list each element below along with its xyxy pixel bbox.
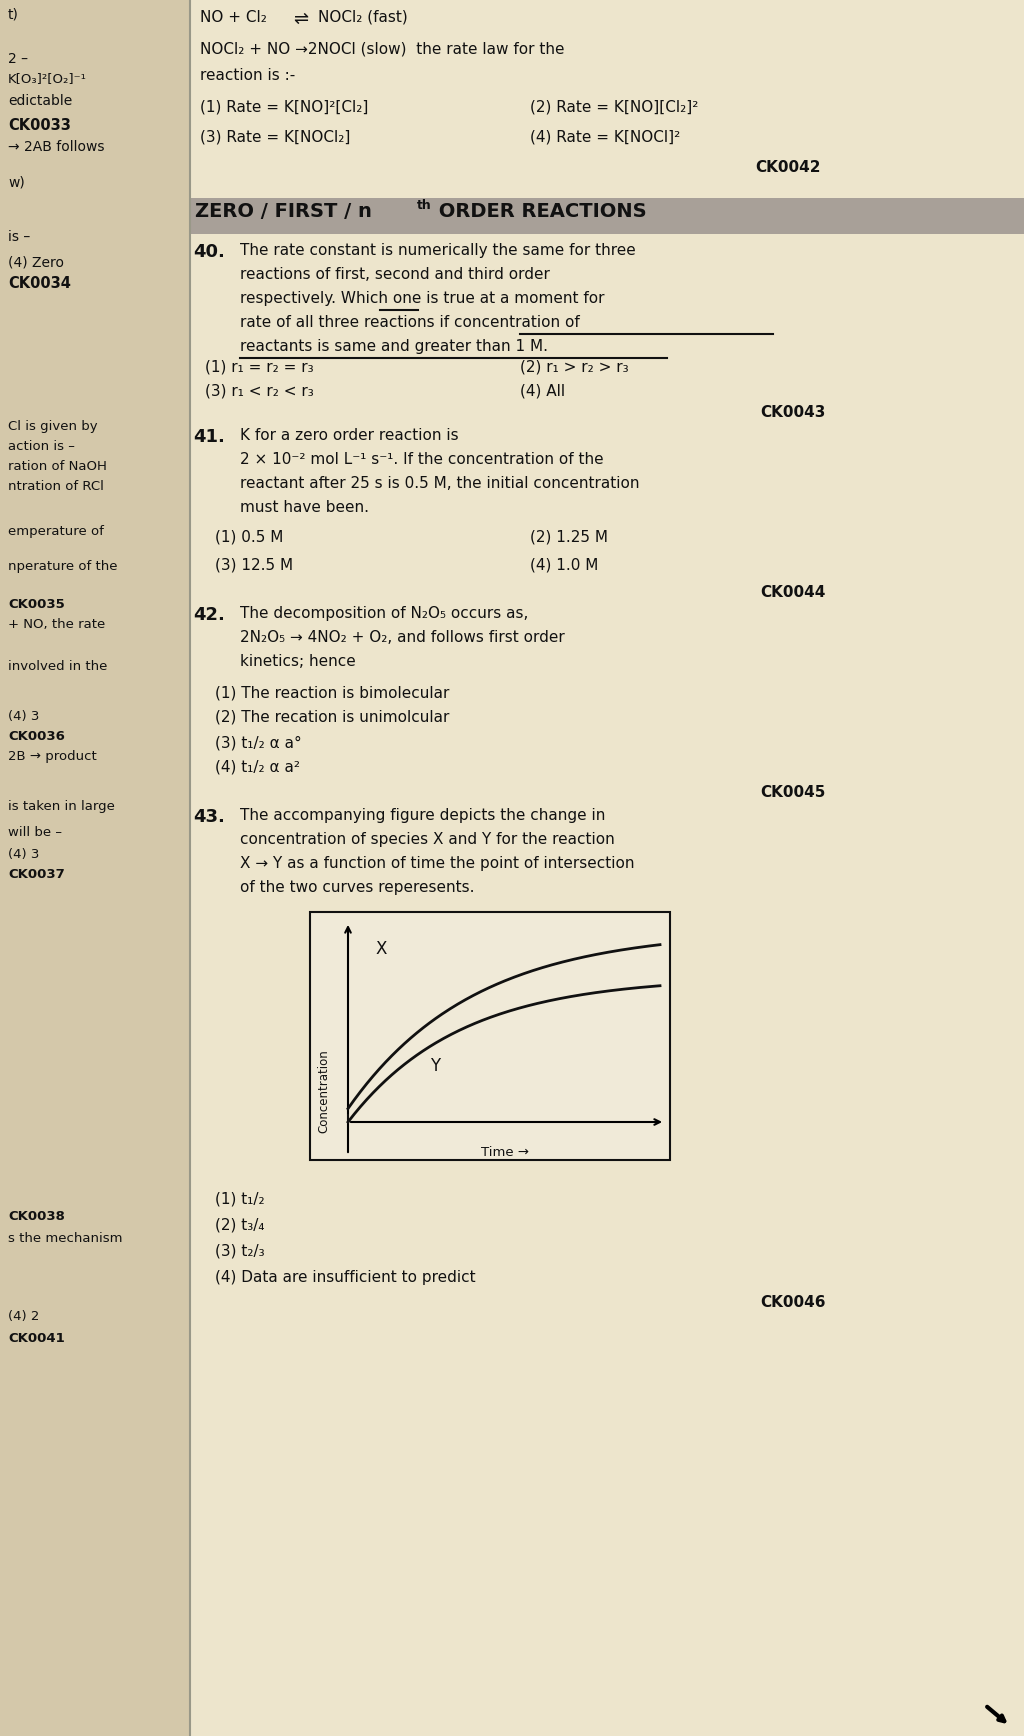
Text: (3) t₂/₃: (3) t₂/₃	[215, 1245, 264, 1259]
Text: (4) Rate = K[NOCl]²: (4) Rate = K[NOCl]²	[530, 130, 680, 146]
Text: nperature of the: nperature of the	[8, 561, 118, 573]
Bar	[190, 0, 1024, 1736]
Text: (3) Rate = K[NOCl₂]: (3) Rate = K[NOCl₂]	[200, 130, 350, 146]
Text: The accompanying figure depicts the change in: The accompanying figure depicts the chan…	[240, 807, 605, 823]
Text: CK0038: CK0038	[8, 1210, 65, 1222]
Text: CK0033: CK0033	[8, 118, 71, 134]
Text: 2N₂O₅ → 4NO₂ + O₂, and follows first order: 2N₂O₅ → 4NO₂ + O₂, and follows first ord…	[240, 630, 565, 646]
Text: 2 –: 2 –	[8, 52, 28, 66]
Text: (1) 0.5 M: (1) 0.5 M	[215, 529, 284, 545]
Text: t): t)	[8, 9, 18, 23]
Text: CK0037: CK0037	[8, 868, 65, 880]
Text: (3) r₁ < r₂ < r₃: (3) r₁ < r₂ < r₃	[205, 384, 313, 399]
Text: 40.: 40.	[193, 243, 225, 260]
Text: CK0042: CK0042	[755, 160, 820, 175]
Text: K[O₃]²[O₂]⁻¹: K[O₃]²[O₂]⁻¹	[8, 71, 87, 85]
Text: CK0046: CK0046	[760, 1295, 825, 1311]
Text: (4) 1.0 M: (4) 1.0 M	[530, 557, 598, 573]
Text: CK0034: CK0034	[8, 276, 71, 292]
Text: concentration of species X and Y for the reaction: concentration of species X and Y for the…	[240, 832, 614, 847]
Text: is –: is –	[8, 229, 31, 245]
Text: reactants is same and greater than 1 M.: reactants is same and greater than 1 M.	[240, 339, 548, 354]
Text: (4) Data are insufficient to predict: (4) Data are insufficient to predict	[215, 1271, 475, 1285]
Text: w): w)	[8, 175, 25, 189]
Text: edictable: edictable	[8, 94, 73, 108]
Text: action is –: action is –	[8, 439, 75, 453]
Text: th: th	[417, 200, 432, 212]
Text: (4) Zero: (4) Zero	[8, 255, 63, 271]
Text: (4) All: (4) All	[520, 384, 565, 399]
Text: Time →: Time →	[481, 1146, 529, 1160]
Bar	[310, 911, 670, 1160]
Text: NOCl₂ + NO →2NOCl (slow)  the rate law for the: NOCl₂ + NO →2NOCl (slow) the rate law fo…	[200, 42, 564, 57]
Text: X: X	[375, 939, 386, 958]
Text: is taken in large: is taken in large	[8, 800, 115, 812]
Text: reaction is :-: reaction is :-	[200, 68, 295, 83]
Text: (1) t₁/₂: (1) t₁/₂	[215, 1193, 264, 1207]
Text: respectively. Which one is true at a moment for: respectively. Which one is true at a mom…	[240, 292, 604, 306]
Text: NOCl₂ (fast): NOCl₂ (fast)	[318, 10, 408, 24]
Text: (4) 3: (4) 3	[8, 710, 39, 722]
Text: (2) The recation is unimolcular: (2) The recation is unimolcular	[215, 710, 450, 726]
Text: CK0045: CK0045	[760, 785, 825, 800]
Text: reactant after 25 s is 0.5 M, the initial concentration: reactant after 25 s is 0.5 M, the initia…	[240, 476, 640, 491]
Text: X → Y as a function of time the point of intersection: X → Y as a function of time the point of…	[240, 856, 635, 871]
Text: rate of all three reactions if concentration of: rate of all three reactions if concentra…	[240, 314, 580, 330]
Text: CK0036: CK0036	[8, 731, 65, 743]
Text: of the two curves reperesents.: of the two curves reperesents.	[240, 880, 474, 896]
Text: ZERO / FIRST / n: ZERO / FIRST / n	[195, 201, 372, 220]
Text: ⇌: ⇌	[293, 10, 308, 28]
Text: (4) 2: (4) 2	[8, 1311, 39, 1323]
Text: involved in the: involved in the	[8, 660, 108, 674]
Bar	[0, 0, 190, 1736]
Bar	[190, 198, 1024, 234]
Text: CK0044: CK0044	[760, 585, 825, 601]
Text: + NO, the rate: + NO, the rate	[8, 618, 105, 630]
Text: (2) t₃/₄: (2) t₃/₄	[215, 1219, 264, 1233]
Text: (1) The reaction is bimolecular: (1) The reaction is bimolecular	[215, 686, 450, 700]
Text: CK0041: CK0041	[8, 1332, 65, 1345]
Text: must have been.: must have been.	[240, 500, 369, 516]
Text: (2) r₁ > r₂ > r₃: (2) r₁ > r₂ > r₃	[520, 359, 629, 375]
Text: Cl is given by: Cl is given by	[8, 420, 97, 432]
Text: 2B → product: 2B → product	[8, 750, 96, 764]
Text: CK0035: CK0035	[8, 597, 65, 611]
Text: will be –: will be –	[8, 826, 62, 838]
Text: The decomposition of N₂O₅ occurs as,: The decomposition of N₂O₅ occurs as,	[240, 606, 528, 621]
Text: reactions of first, second and third order: reactions of first, second and third ord…	[240, 267, 550, 281]
Text: (4) 3: (4) 3	[8, 847, 39, 861]
Text: Y: Y	[430, 1057, 440, 1075]
Text: → 2AB follows: → 2AB follows	[8, 141, 104, 155]
Text: 43.: 43.	[193, 807, 225, 826]
Text: (1) Rate = K[NO]²[Cl₂]: (1) Rate = K[NO]²[Cl₂]	[200, 101, 369, 115]
Text: 2 × 10⁻² mol L⁻¹ s⁻¹. If the concentration of the: 2 × 10⁻² mol L⁻¹ s⁻¹. If the concentrati…	[240, 451, 603, 467]
Text: (3) t₁/₂ α a°: (3) t₁/₂ α a°	[215, 734, 302, 750]
Text: (1) r₁ = r₂ = r₃: (1) r₁ = r₂ = r₃	[205, 359, 313, 375]
Text: 41.: 41.	[193, 429, 225, 446]
Text: (2) Rate = K[NO][Cl₂]²: (2) Rate = K[NO][Cl₂]²	[530, 101, 698, 115]
Text: emperature of: emperature of	[8, 524, 103, 538]
Text: NO + Cl₂: NO + Cl₂	[200, 10, 267, 24]
Text: (2) 1.25 M: (2) 1.25 M	[530, 529, 608, 545]
Text: ration of NaOH: ration of NaOH	[8, 460, 106, 472]
Text: The rate constant is numerically the same for three: The rate constant is numerically the sam…	[240, 243, 636, 259]
Text: (3) 12.5 M: (3) 12.5 M	[215, 557, 293, 573]
Text: 42.: 42.	[193, 606, 225, 623]
Text: s the mechanism: s the mechanism	[8, 1233, 123, 1245]
Text: kinetics; hence: kinetics; hence	[240, 654, 355, 668]
Text: Concentration: Concentration	[317, 1049, 331, 1134]
Text: (4) t₁/₂ α a²: (4) t₁/₂ α a²	[215, 760, 300, 774]
Text: K for a zero order reaction is: K for a zero order reaction is	[240, 429, 459, 443]
Text: ntration of RCl: ntration of RCl	[8, 479, 103, 493]
Text: CK0043: CK0043	[760, 404, 825, 420]
Text: ORDER REACTIONS: ORDER REACTIONS	[432, 201, 646, 220]
